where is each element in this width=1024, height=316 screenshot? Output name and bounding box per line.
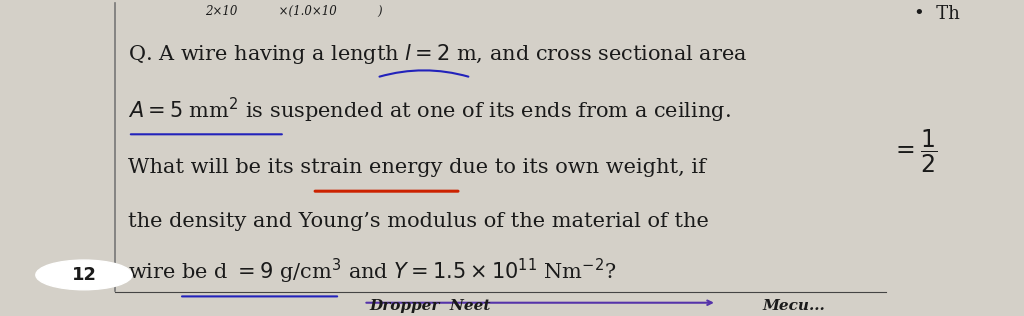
Text: wire be d $= 9$ g/cm$^3$ and $Y = 1.5 \times 10^{11}$ Nm$^{-2}$?: wire be d $= 9$ g/cm$^3$ and $Y = 1.5 \t… bbox=[128, 257, 616, 286]
Text: $A = 5$ mm$^2$ is suspended at one of its ends from a ceiling.: $A = 5$ mm$^2$ is suspended at one of it… bbox=[128, 96, 731, 125]
Circle shape bbox=[36, 260, 132, 290]
Text: •  Th: • Th bbox=[914, 5, 961, 23]
Text: Dropper  Neet: Dropper Neet bbox=[370, 299, 490, 313]
Text: 2×10           ×(1.0×10           ): 2×10 ×(1.0×10 ) bbox=[205, 5, 382, 18]
Text: What will be its strain energy due to its own weight, if: What will be its strain energy due to it… bbox=[128, 158, 706, 177]
Text: 12: 12 bbox=[72, 266, 96, 284]
Text: the density and Young’s modulus of the material of the: the density and Young’s modulus of the m… bbox=[128, 212, 709, 231]
Text: $=\dfrac{1}{2}$: $=\dfrac{1}{2}$ bbox=[891, 128, 937, 175]
Text: Mecu...: Mecu... bbox=[762, 299, 825, 313]
Text: Q. A wire having a length $l = 2$ m, and cross sectional area: Q. A wire having a length $l = 2$ m, and… bbox=[128, 42, 748, 66]
